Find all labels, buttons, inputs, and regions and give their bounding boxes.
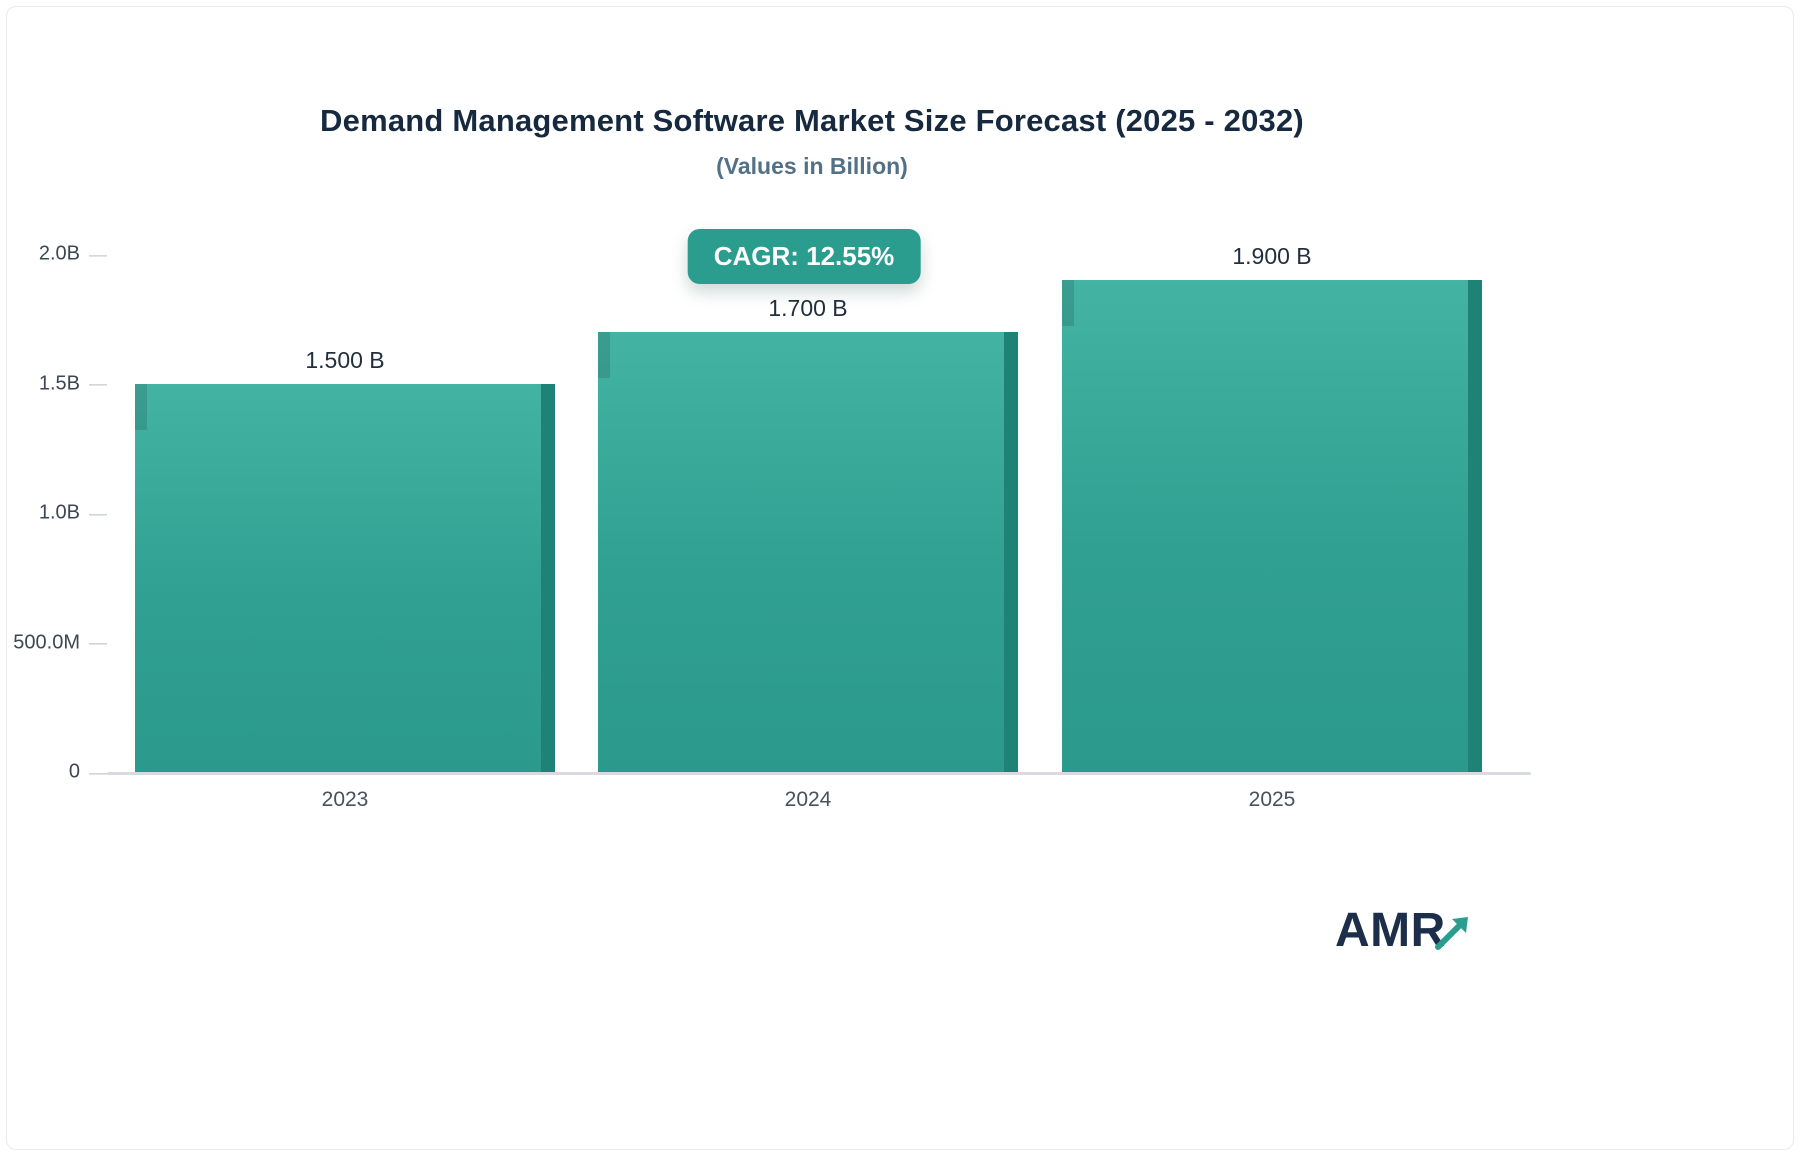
y-tick-1b: 1.0B — — [39, 502, 107, 525]
y-tick-label: 1.0B — [38, 501, 80, 524]
bar-value-label: 1.500 B — [305, 346, 385, 373]
growth-arrow-icon — [1434, 916, 1468, 950]
amr-logo: AMR — [1335, 903, 1474, 958]
y-tick-500m: 500.0M — — [13, 631, 107, 654]
y-tick-label: 500.0M — [13, 631, 80, 653]
bar-group-2023: 1.500 B 2023 — [135, 347, 555, 811]
y-tick-1-5b: 1.5B — — [39, 372, 107, 395]
y-tick-2b: 2.0B — — [39, 243, 107, 266]
bar-2025 — [1062, 279, 1482, 773]
bar-value-label: 1.700 B — [768, 294, 848, 321]
x-axis-label-2025: 2025 — [1248, 788, 1296, 811]
bar-value-label: 1.900 B — [1232, 242, 1312, 269]
bar-2024 — [598, 331, 1018, 773]
x-axis-label-2023: 2023 — [321, 788, 369, 811]
y-tick-0: 0 — — [69, 761, 107, 784]
y-tick-label: 1.5B — [38, 372, 80, 394]
tick-mark: — — [89, 503, 107, 523]
x-axis-line — [107, 772, 1531, 775]
y-tick-label: 2.0B — [38, 242, 80, 265]
x-axis-label-2024: 2024 — [784, 788, 832, 811]
tick-mark: — — [89, 244, 107, 264]
chart-card: Demand Management Software Market Size F… — [6, 6, 1794, 1150]
bar-group-2025: 1.900 B 2025 — [1062, 243, 1482, 811]
plot-area: 2.0B — 1.5B — 1.0B — 500.0M — 0 — 1.500 … — [13, 243, 1527, 811]
chart-title: Demand Management Software Market Size F… — [320, 103, 1304, 138]
bar-group-2024: 1.700 B 2024 — [598, 295, 1018, 811]
tick-mark: — — [89, 762, 107, 782]
chart-subtitle: (Values in Billion) — [716, 153, 908, 179]
cagr-badge: CAGR: 12.55% — [687, 229, 921, 284]
cagr-badge-label: CAGR: 12.55% — [713, 241, 895, 271]
tick-mark: — — [89, 632, 107, 653]
bar-2023 — [135, 383, 555, 772]
amr-logo-text: AMR — [1335, 904, 1446, 957]
tick-mark: — — [89, 373, 107, 394]
y-tick-label: 0 — [68, 760, 80, 783]
